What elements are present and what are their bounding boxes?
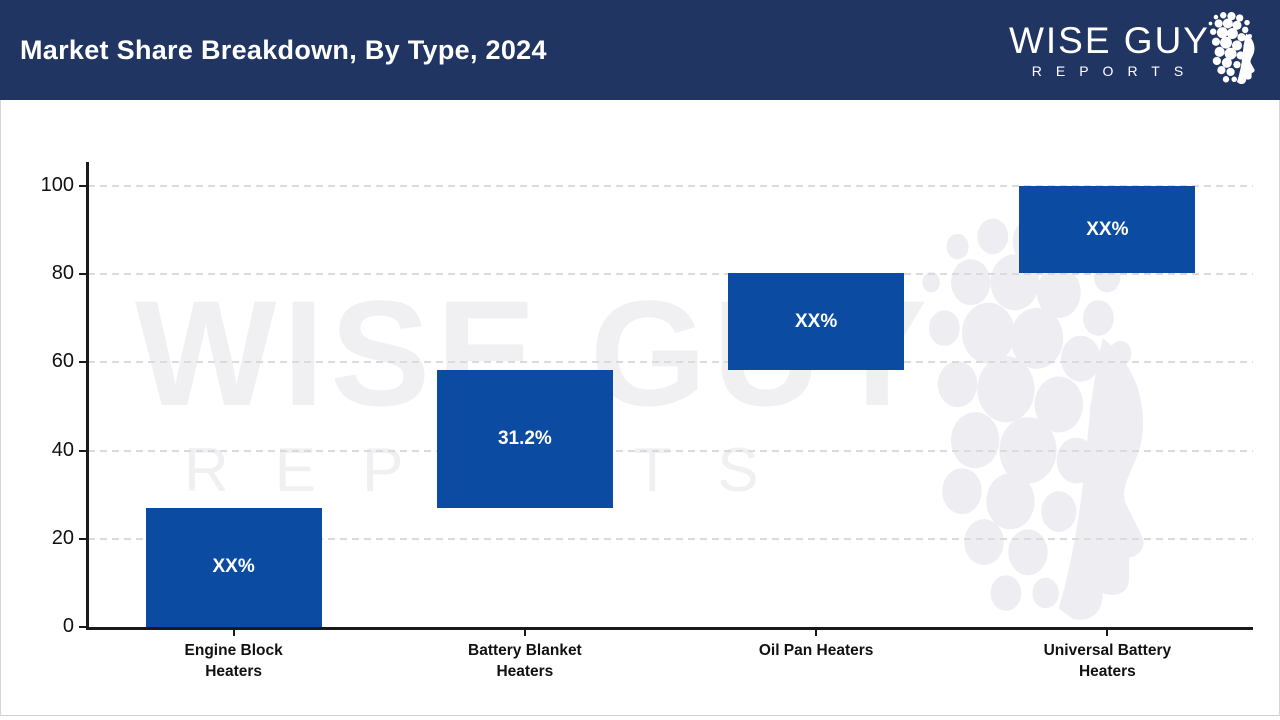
x-category-label-line: Oil Pan Heaters — [758, 642, 874, 659]
y-gridline — [88, 361, 1253, 364]
x-category-label-line: Heaters — [496, 663, 554, 680]
bar-segment: XX% — [145, 507, 322, 627]
y-tick-label: 0 — [62, 615, 74, 637]
x-category-label-line: Engine Block — [184, 642, 283, 659]
y-axis-line — [86, 162, 89, 629]
y-tick-label: 80 — [51, 262, 74, 285]
y-tick-label: 40 — [51, 438, 74, 461]
x-category-label: Engine Block Heaters — [94, 640, 374, 682]
bar-segment: XX% — [728, 273, 905, 371]
y-gridline — [88, 537, 1253, 540]
brand-logo-text: WISE GUY REPORTS — [1009, 22, 1210, 79]
x-category-label-line: Heaters — [205, 663, 263, 680]
y-tick-mark — [79, 626, 88, 628]
x-tick-mark — [232, 627, 235, 636]
bar-value-label: XX% — [212, 556, 255, 578]
y-gridline — [88, 273, 1253, 276]
y-tick-label: 60 — [51, 350, 74, 373]
y-tick-mark — [79, 185, 88, 187]
x-tick-mark — [815, 627, 818, 636]
x-category-label-line: Universal Battery — [1043, 642, 1172, 659]
y-gridline — [88, 449, 1253, 452]
y-tick-label: 100 — [40, 174, 74, 196]
header-bar: Market Share Breakdown, By Type, 2024 WI… — [0, 0, 1280, 100]
x-category-label-line: Battery Blanket — [468, 642, 582, 659]
x-category-label: Universal Battery Heaters — [967, 640, 1247, 682]
brand-name: WISE GUY — [1008, 19, 1210, 61]
bar-value-label: XX% — [1086, 218, 1129, 240]
x-tick-mark — [523, 627, 526, 636]
dotted-head-icon — [1194, 10, 1258, 90]
x-category-label: Oil Pan Heaters — [676, 640, 956, 661]
y-tick-mark — [79, 449, 88, 452]
bar-segment: 31.2% — [436, 370, 613, 508]
brand-subtitle: REPORTS — [1031, 62, 1198, 79]
y-tick-label: 20 — [51, 526, 74, 549]
y-tick-mark — [79, 537, 88, 540]
page-title: Market Share Breakdown, By Type, 2024 — [20, 34, 547, 65]
brand-logo: WISE GUY REPORTS — [1009, 10, 1258, 90]
y-tick-mark — [79, 273, 88, 276]
x-tick-mark — [1106, 627, 1109, 636]
bar-value-label: 31.2% — [497, 428, 552, 450]
bar-value-label: XX% — [795, 310, 838, 332]
x-category-label-line: Heaters — [1078, 663, 1136, 680]
y-tick-mark — [79, 361, 88, 364]
x-axis-line — [86, 627, 1253, 630]
bar-segment: XX% — [1019, 186, 1196, 274]
x-category-label: Battery Blanket Heaters — [385, 640, 665, 682]
y-gridline — [88, 185, 1253, 187]
